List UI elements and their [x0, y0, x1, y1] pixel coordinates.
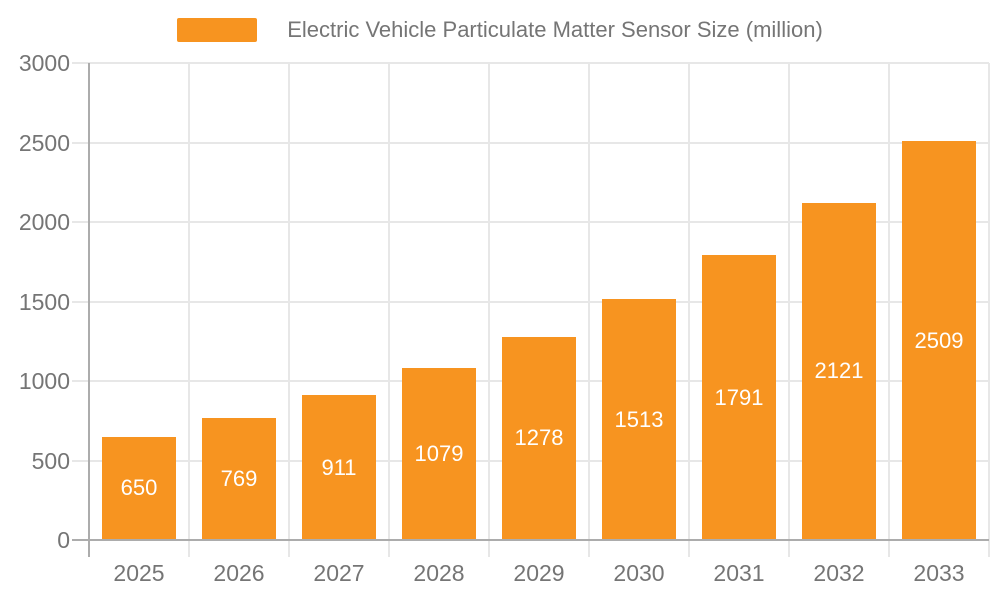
- legend-swatch-icon: [177, 18, 258, 42]
- bar-value-label: 2121: [814, 358, 864, 384]
- x-tick-label: 2029: [513, 560, 565, 586]
- y-tick-label: 500: [31, 447, 70, 474]
- bar-value-label: 1791: [714, 384, 764, 410]
- gridline-v: [288, 63, 290, 557]
- gridline-v: [888, 63, 890, 557]
- x-tick-label: 2031: [713, 560, 765, 586]
- y-tick-label: 1000: [18, 368, 70, 394]
- bar[interactable]: 1278: [502, 336, 576, 540]
- gridline-v: [388, 63, 390, 557]
- x-tick-label: 2032: [813, 560, 865, 586]
- legend-label: Electric Vehicle Particulate Matter Sens…: [287, 17, 823, 42]
- bar-value-label: 1079: [414, 441, 464, 467]
- bar[interactable]: 911: [302, 395, 376, 540]
- bar[interactable]: 1791: [702, 255, 776, 540]
- bar-value-label: 650: [120, 475, 158, 501]
- legend-item[interactable]: Electric Vehicle Particulate Matter Sens…: [0, 16, 1000, 44]
- gridline-v: [788, 63, 790, 557]
- gridline-h: [72, 141, 989, 144]
- bar[interactable]: 650: [102, 436, 176, 540]
- bar-value-label: 911: [321, 454, 357, 480]
- bar[interactable]: 2121: [802, 202, 876, 540]
- gridline-v: [488, 63, 490, 557]
- x-tick-label: 2028: [413, 560, 465, 586]
- x-tick-label: 2033: [913, 560, 965, 586]
- x-tick-label: 2025: [113, 560, 165, 586]
- bar-value-label: 1513: [614, 406, 664, 432]
- y-tick-label: 2500: [18, 129, 70, 156]
- bar[interactable]: 1079: [402, 368, 476, 540]
- bar[interactable]: 1513: [602, 299, 676, 540]
- bar-value-label: 769: [220, 465, 258, 491]
- y-tick-label: 0: [57, 527, 70, 553]
- x-tick-label: 2030: [613, 560, 665, 586]
- gridline-v: [588, 63, 590, 557]
- x-tick-label: 2027: [313, 560, 365, 586]
- bar[interactable]: 769: [202, 417, 276, 540]
- y-tick-label: 3000: [18, 50, 70, 76]
- y-axis-line: [88, 63, 90, 557]
- bar-value-label: 2509: [914, 327, 964, 353]
- x-tick-label: 2026: [213, 560, 265, 586]
- gridline-v: [988, 63, 990, 557]
- gridline-h: [72, 62, 989, 64]
- gridline-v: [188, 63, 190, 557]
- bar[interactable]: 2509: [902, 141, 976, 540]
- bar-value-label: 1278: [514, 425, 564, 451]
- gridline-v: [688, 63, 690, 557]
- y-tick-label: 2000: [18, 209, 70, 235]
- y-tick-label: 1500: [18, 288, 70, 315]
